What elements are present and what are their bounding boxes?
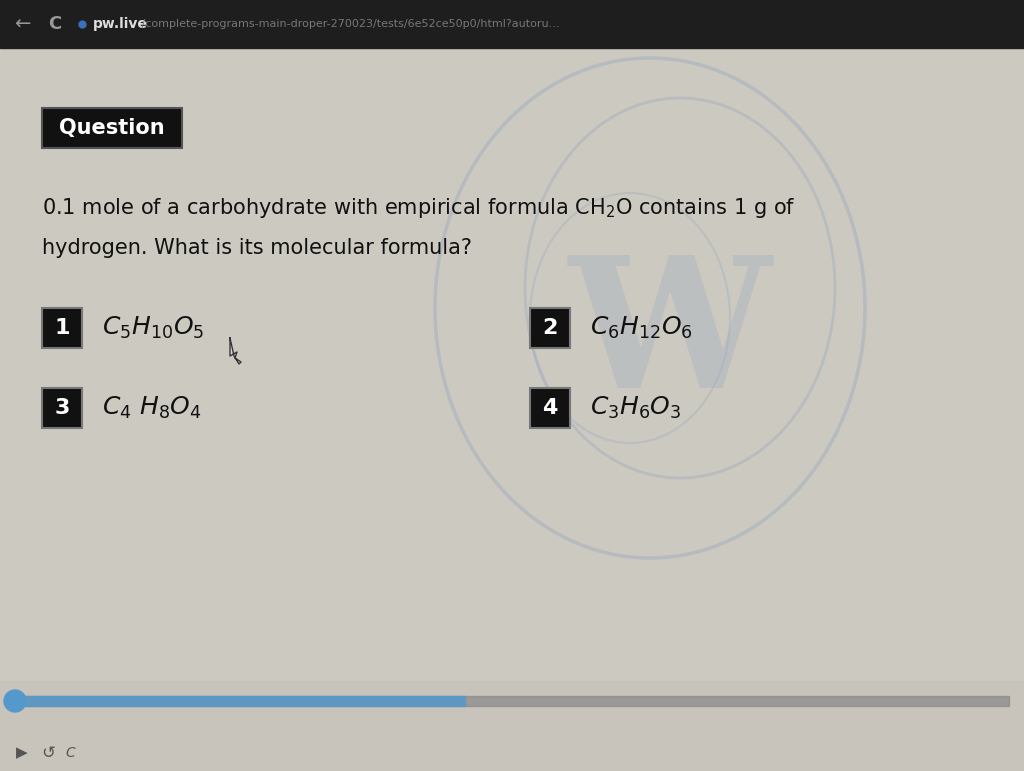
Text: 0.1 mole of a carbohydrate with empirical formula CH$_2$O contains 1 g of: 0.1 mole of a carbohydrate with empirica… <box>42 196 796 220</box>
Text: 1: 1 <box>54 318 70 338</box>
Text: C: C <box>66 746 75 760</box>
Polygon shape <box>230 338 241 364</box>
Text: ←: ← <box>13 15 30 33</box>
Text: $C_3H_6O_3$: $C_3H_6O_3$ <box>590 395 681 421</box>
FancyBboxPatch shape <box>42 308 82 348</box>
Text: ↺: ↺ <box>41 744 55 762</box>
FancyBboxPatch shape <box>42 388 82 428</box>
Text: 2: 2 <box>543 318 558 338</box>
Bar <box>0 681 1024 771</box>
Text: 4: 4 <box>543 398 558 418</box>
Circle shape <box>4 690 26 712</box>
Text: hydrogen. What is its molecular formula?: hydrogen. What is its molecular formula? <box>42 238 472 258</box>
Text: 3: 3 <box>54 398 70 418</box>
Bar <box>15 696 1009 706</box>
FancyBboxPatch shape <box>530 388 570 428</box>
Text: ▶: ▶ <box>16 746 28 760</box>
Text: W: W <box>568 250 771 426</box>
Bar <box>0 0 1024 48</box>
Text: Question: Question <box>59 118 165 138</box>
Text: pw.live: pw.live <box>93 17 147 31</box>
Text: /complete-programs-main-droper-270023/tests/6e52ce50p0/html?autoru...: /complete-programs-main-droper-270023/te… <box>138 19 559 29</box>
FancyBboxPatch shape <box>42 108 182 148</box>
Bar <box>15 696 465 706</box>
FancyBboxPatch shape <box>530 308 570 348</box>
Text: C: C <box>48 15 61 33</box>
Text: $C_6H_{12}O_6$: $C_6H_{12}O_6$ <box>590 315 693 341</box>
Text: $C_4$ $H_8O_4$: $C_4$ $H_8O_4$ <box>102 395 202 421</box>
Text: $C_5H_{10}O_5$: $C_5H_{10}O_5$ <box>102 315 204 341</box>
